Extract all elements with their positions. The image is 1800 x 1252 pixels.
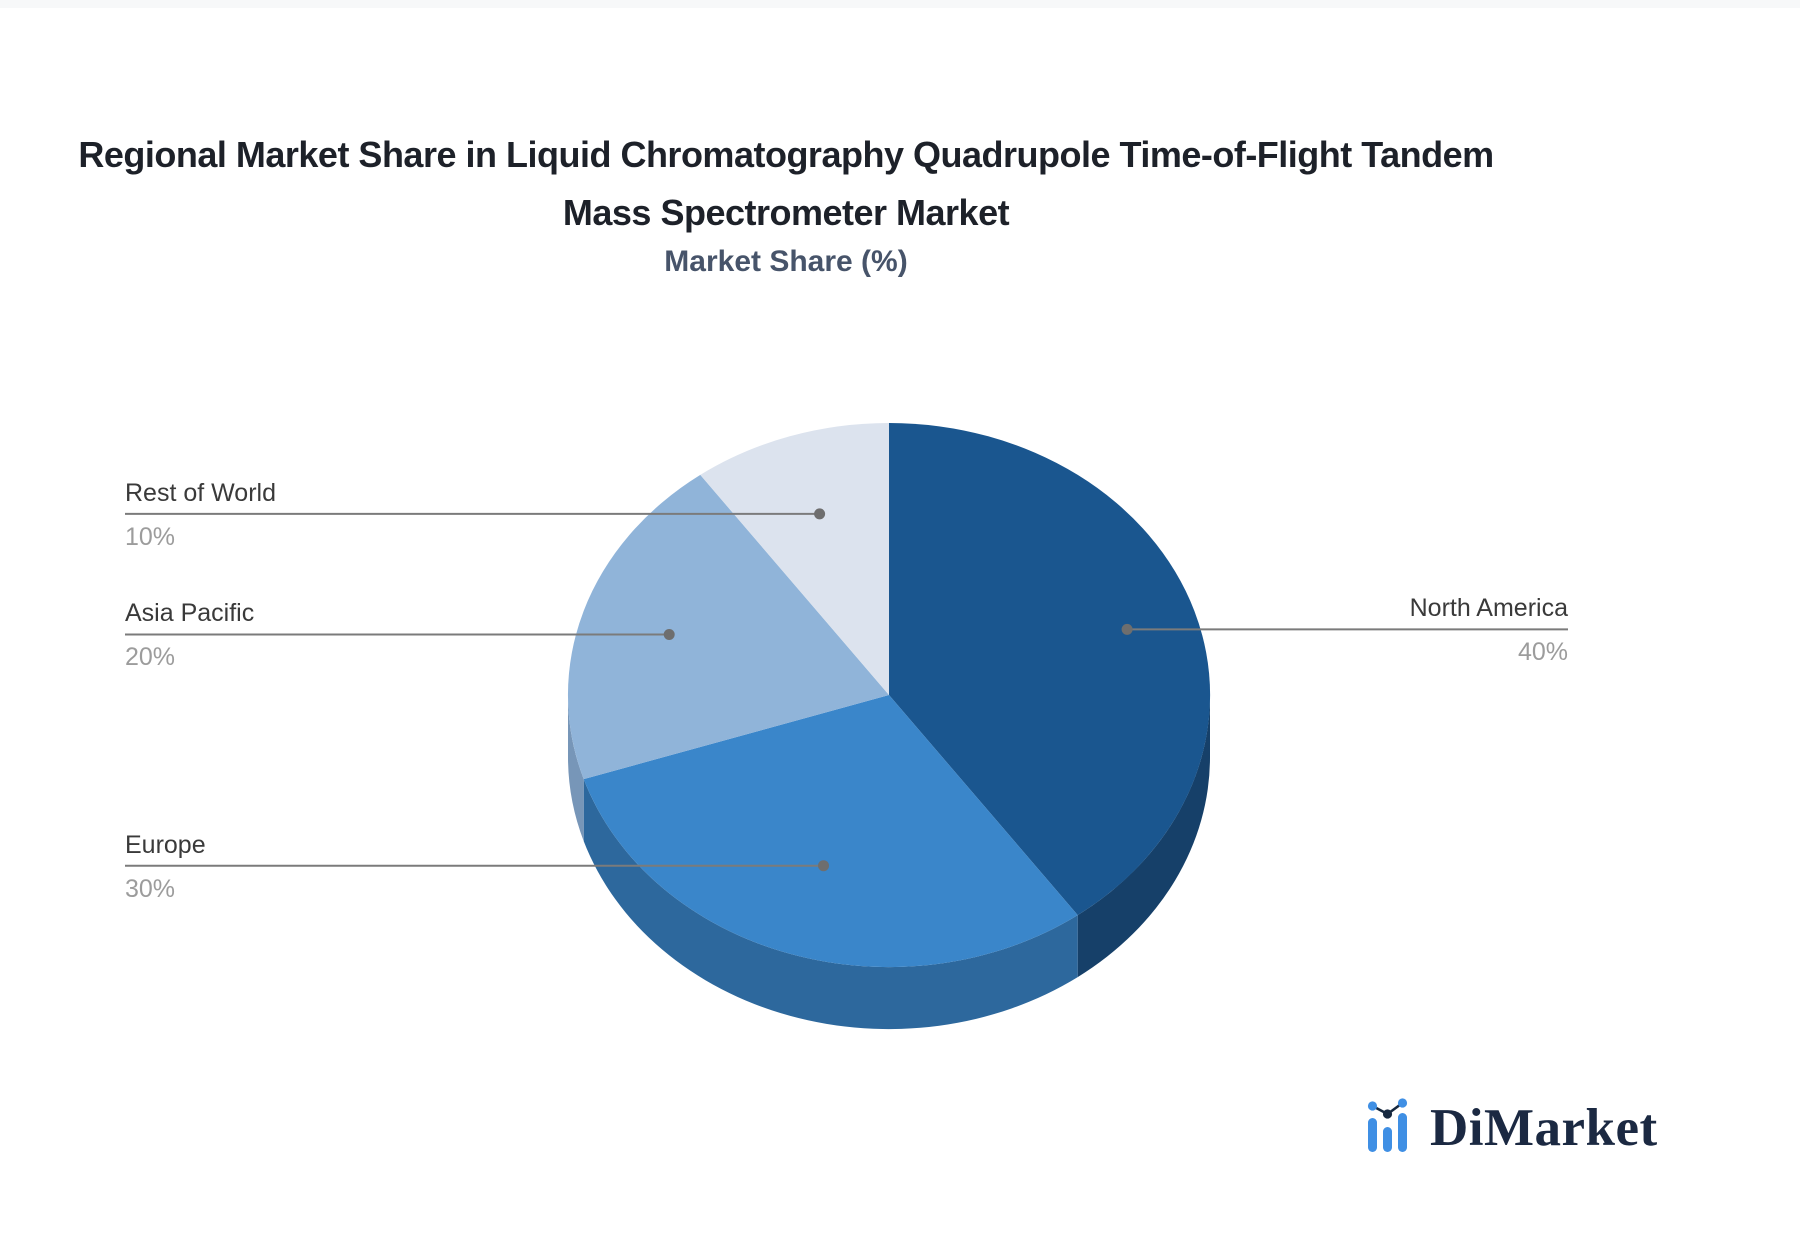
chart-title-line1: Regional Market Share in Liquid Chromato… [78, 134, 1494, 175]
pie-slice-side-asia-pacific [568, 695, 584, 842]
pie-slice-side-north-america [1077, 695, 1211, 978]
pie-slice-rest-of-world [700, 422, 889, 695]
pie-slice-north-america [889, 423, 1211, 916]
label-dot-europe [818, 860, 829, 872]
slice-value-rest-of-world: 10% [125, 522, 176, 551]
slice-label-europe: Europe [125, 830, 206, 859]
chart-title-line2: Mass Spectrometer Market [562, 192, 1010, 233]
chart-title: Regional Market Share in Liquid Chromato… [0, 126, 1572, 242]
pie-slice-asia-pacific [567, 474, 889, 780]
slice-value-north-america: 40% [1517, 638, 1568, 667]
label-dot-rest-of-world [814, 508, 826, 520]
top-strip [0, 0, 1800, 8]
bar-chart-logo-icon [1367, 1098, 1408, 1152]
slice-label-north-america: North America [1409, 594, 1568, 623]
chart-subtitle: Market Share (%) [664, 245, 908, 278]
slice-value-europe: 30% [125, 874, 176, 903]
brand-logo: DiMarket [1360, 1090, 1660, 1165]
label-dot-north-america [1121, 623, 1133, 635]
slice-value-asia-pacific: 20% [125, 643, 176, 672]
slice-label-rest-of-world: Rest of World [125, 478, 276, 507]
pie-slice-side-europe [583, 779, 1078, 1030]
slice-label-asia-pacific: Asia Pacific [125, 599, 255, 628]
pie-slice-europe [583, 695, 1078, 968]
brand-text: DiMarket [1430, 1099, 1658, 1157]
label-dot-asia-pacific [663, 629, 675, 640]
